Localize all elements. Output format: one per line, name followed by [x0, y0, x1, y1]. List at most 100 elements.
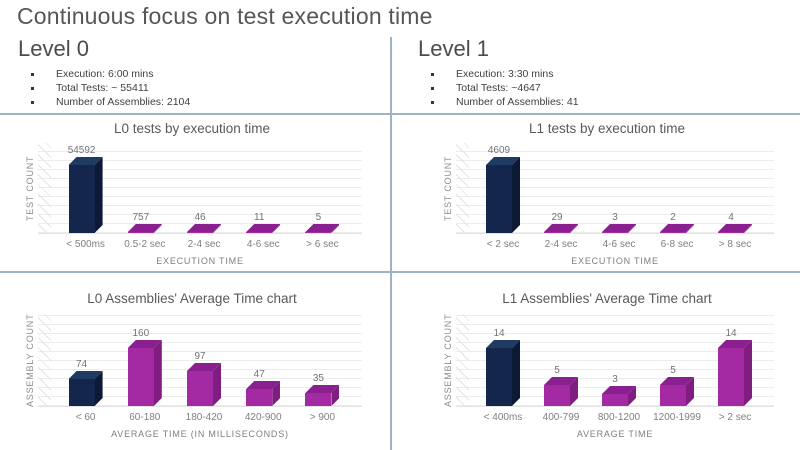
chart-title: L1 tests by execution time: [528, 121, 686, 136]
bar-slot: 3: [590, 213, 648, 233]
bar-3d: [660, 224, 694, 233]
bar-value-label: 5: [315, 212, 322, 223]
bar-value-label: 54592: [67, 145, 96, 156]
x-tick-label: 60-180: [129, 412, 161, 423]
quadrant-divider-bottom: [0, 271, 800, 273]
plot-area: 54592 757 46 11 5: [38, 143, 362, 234]
l0-assemblies-average-time-chart: L0 Assemblies' Average Time chart ASSEMB…: [0, 273, 390, 450]
bullet-icon: [431, 86, 434, 90]
x-axis-tick-labels: < 60 60-180 180-420 420-900 > 900: [38, 407, 362, 423]
plot-area: 74 160 97 47 35: [38, 314, 362, 407]
axis-wall-hatch: [456, 314, 469, 406]
bullet-icon: [31, 86, 34, 90]
bullet-list: Execution: 3:30 mins Total Tests: ~4647 …: [418, 67, 778, 109]
bar-3d: [486, 157, 520, 233]
bullet-item: Total Tests: ~ 55411: [18, 81, 378, 95]
bullet-item: Execution: 6:00 mins: [18, 67, 378, 81]
bar-3d: [486, 340, 520, 406]
bar-slot: 14: [706, 329, 764, 406]
x-tick-label: 2-4 sec: [544, 239, 578, 250]
axis-wall-hatch: [38, 314, 51, 406]
bullet-icon: [31, 72, 34, 76]
bar-3d: [127, 340, 162, 406]
x-tick-label: < 60: [75, 412, 96, 423]
bar-3d: [718, 340, 752, 406]
section-heading: Level 1: [418, 36, 489, 61]
bar-slot: 5: [293, 213, 352, 233]
bar-value-label: 14: [493, 328, 505, 339]
bar-value-label: 4609: [487, 145, 511, 156]
bar-slot: 3: [590, 375, 648, 406]
chart-title: L1 Assemblies' Average Time chart: [502, 291, 712, 306]
x-tick-label: 400-799: [542, 412, 580, 423]
bar-value-label: 46: [194, 212, 206, 223]
bar-value-label: 4: [728, 212, 734, 223]
x-tick-label: 1200-1999: [653, 412, 701, 423]
slide-title: Continuous focus on test execution time: [17, 3, 433, 29]
x-tick-label: 4-6 sec: [246, 239, 280, 250]
bar-3d: [305, 224, 339, 233]
bar-3d: [246, 381, 280, 406]
y-axis-title: TEST COUNT: [443, 155, 453, 221]
bullet-text: Execution: 3:30 mins: [456, 68, 554, 80]
bar-slot: 14: [474, 329, 532, 406]
bar-slot: 29: [532, 213, 590, 233]
bar-slot: 46: [174, 213, 233, 233]
bar-3d: [544, 224, 578, 233]
bar-3d: [544, 377, 578, 406]
bar-value-label: 2: [670, 212, 676, 223]
x-tick-label: 4-6 sec: [602, 239, 636, 250]
bullet-item: Number of Assemblies: 41: [418, 95, 778, 109]
bar-3d: [660, 377, 694, 406]
bar-3d: [68, 157, 103, 233]
bar-value-label: 3: [612, 212, 618, 223]
bar-3d: [127, 224, 162, 233]
x-axis-title: AVERAGE TIME (IN MILLISECONDS): [111, 429, 289, 439]
x-tick-label: < 500ms: [66, 239, 105, 250]
bar-slot: 5: [648, 366, 706, 406]
bar-slot: 4609: [474, 146, 532, 233]
x-axis-tick-labels: < 400ms 400-799 800-1200 1200-1999 > 2 sec: [456, 407, 774, 423]
x-axis-tick-labels: < 2 sec 2-4 sec 4-6 sec 6-8 sec > 8 sec: [456, 234, 774, 250]
l0-tests-by-execution-time-chart: L0 tests by execution time TEST COUNT 54…: [0, 115, 390, 271]
bar-slot: 74: [56, 360, 115, 406]
quadrant-divider-top: [0, 113, 800, 115]
x-tick-label: 800-1200: [597, 412, 641, 423]
bar-value-label: 47: [253, 369, 265, 380]
bar-value-label: 74: [76, 359, 88, 370]
x-tick-label: 180-420: [185, 412, 223, 423]
x-axis-tick-labels: < 500ms 0.5-2 sec 2-4 sec 4-6 sec > 6 sec: [38, 234, 362, 250]
bullet-item: Number of Assemblies: 2104: [18, 95, 378, 109]
bar-value-label: 14: [725, 328, 737, 339]
axis-wall-hatch: [38, 143, 51, 233]
bullet-text: Number of Assemblies: 2104: [56, 96, 191, 108]
x-tick-label: > 900: [309, 412, 336, 423]
section-level-1: Level 1 Execution: 3:30 mins Total Tests…: [418, 36, 778, 109]
plot-area: 14 5 3 5 14: [456, 314, 774, 407]
x-axis-title: AVERAGE TIME: [576, 429, 654, 439]
bar-value-label: 97: [194, 351, 206, 362]
x-axis-title: EXECUTION TIME: [156, 256, 244, 266]
x-axis-title: EXECUTION TIME: [571, 256, 659, 266]
bar-slot: 97: [174, 352, 233, 406]
bar-3d: [602, 386, 636, 406]
bar-value-label: 3: [612, 374, 618, 385]
bullet-text: Execution: 6:00 mins: [56, 68, 154, 80]
chart-title: L0 tests by execution time: [113, 121, 271, 136]
x-tick-label: 0.5-2 sec: [124, 239, 166, 250]
bar-slot: 35: [293, 374, 352, 406]
x-tick-label: < 2 sec: [486, 239, 520, 250]
bullet-icon: [431, 100, 434, 104]
bar-value-label: 35: [312, 373, 324, 384]
quadrant-divider-vertical: [390, 37, 392, 450]
axis-wall-hatch: [456, 143, 469, 233]
y-axis-title: ASSEMBLY COUNT: [443, 313, 453, 407]
bullet-text: Number of Assemblies: 41: [456, 96, 579, 108]
bar-3d: [246, 224, 280, 233]
bar-value-label: 29: [551, 212, 563, 223]
section-heading: Level 0: [18, 36, 89, 61]
bar-value-label: 757: [132, 212, 150, 223]
x-tick-label: 2-4 sec: [187, 239, 221, 250]
bar-3d: [68, 371, 103, 406]
